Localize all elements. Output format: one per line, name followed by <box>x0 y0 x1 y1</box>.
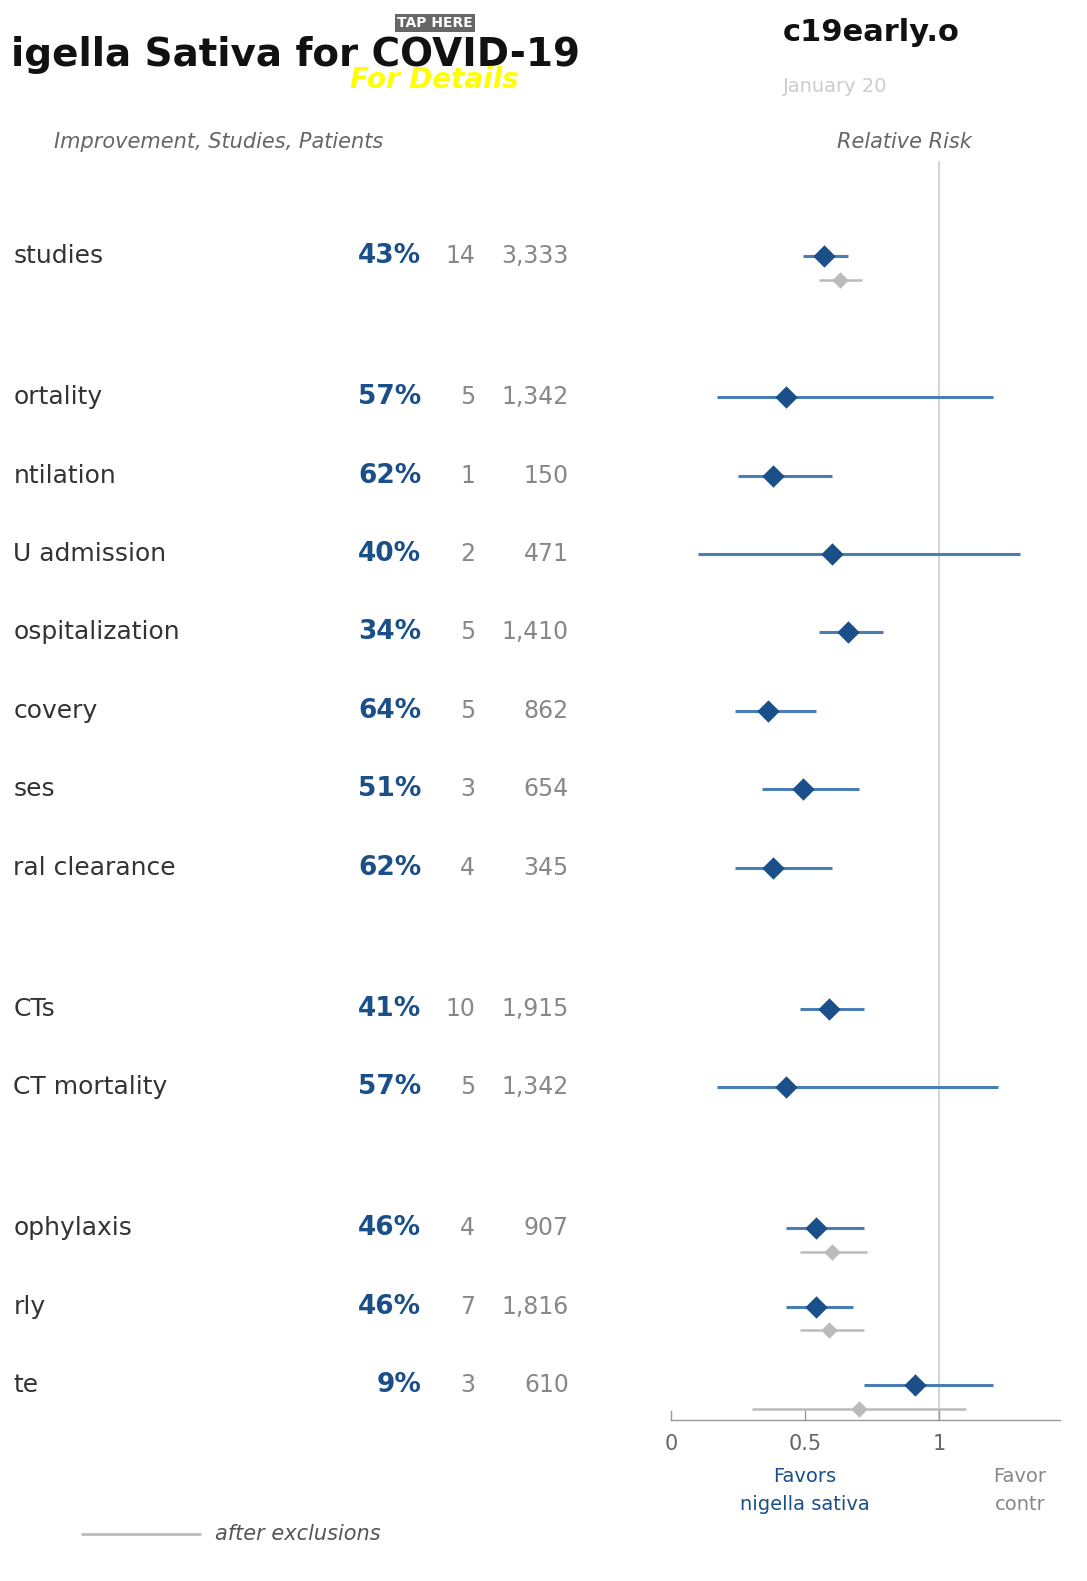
Text: 3: 3 <box>460 778 475 802</box>
Text: 2: 2 <box>460 542 475 566</box>
Text: 3: 3 <box>460 1372 475 1398</box>
Text: Favors: Favors <box>774 1467 837 1486</box>
Text: 471: 471 <box>524 542 569 566</box>
Point <box>764 463 782 489</box>
Text: ral clearance: ral clearance <box>13 855 176 879</box>
Text: 5: 5 <box>460 699 475 723</box>
Text: 10: 10 <box>446 996 475 1021</box>
Text: 4: 4 <box>460 855 475 879</box>
Text: ntilation: ntilation <box>13 463 116 487</box>
Text: 345: 345 <box>524 855 569 879</box>
Text: For Details: For Details <box>350 66 520 95</box>
Text: 907: 907 <box>524 1216 569 1240</box>
Point <box>777 384 795 409</box>
Point <box>850 1396 867 1421</box>
Text: c19early.o: c19early.o <box>783 17 960 47</box>
Text: Improvement, Studies, Patients: Improvement, Studies, Patients <box>53 133 383 152</box>
Text: 64%: 64% <box>359 697 422 724</box>
Text: 41%: 41% <box>358 996 422 1021</box>
Text: U admission: U admission <box>13 542 166 566</box>
Text: 40%: 40% <box>359 541 422 568</box>
Text: 1,816: 1,816 <box>502 1295 569 1319</box>
Text: CT mortality: CT mortality <box>13 1075 167 1099</box>
Text: 4: 4 <box>460 1216 475 1240</box>
Text: 862: 862 <box>524 699 569 723</box>
Point <box>777 1075 795 1100</box>
Text: 1: 1 <box>460 463 475 487</box>
Text: January 20: January 20 <box>783 77 887 96</box>
Text: 654: 654 <box>524 778 569 802</box>
Text: TAP HERE: TAP HERE <box>397 16 473 30</box>
Point <box>794 776 811 802</box>
Point <box>821 1317 838 1342</box>
Text: 62%: 62% <box>358 855 422 881</box>
Text: 62%: 62% <box>358 463 422 489</box>
Text: 46%: 46% <box>359 1293 422 1320</box>
Text: ortality: ortality <box>13 386 102 409</box>
Text: after exclusions: after exclusions <box>215 1524 380 1545</box>
Text: rly: rly <box>13 1295 46 1319</box>
Text: ses: ses <box>13 778 55 802</box>
Point <box>764 855 782 881</box>
Text: CTs: CTs <box>13 996 55 1021</box>
Text: contr: contr <box>995 1494 1046 1513</box>
Text: nigella sativa: nigella sativa <box>740 1494 870 1513</box>
Text: 5: 5 <box>460 386 475 409</box>
Text: ophylaxis: ophylaxis <box>13 1216 133 1240</box>
Text: 57%: 57% <box>358 384 422 409</box>
Text: te: te <box>13 1372 38 1398</box>
Point <box>823 541 840 566</box>
Text: Relative Risk: Relative Risk <box>837 133 972 152</box>
Text: 3,333: 3,333 <box>501 243 569 269</box>
Text: 1,410: 1,410 <box>502 620 569 645</box>
Text: 1,342: 1,342 <box>502 386 569 409</box>
Point <box>823 1240 840 1265</box>
Text: 7: 7 <box>460 1295 475 1319</box>
Text: 14: 14 <box>446 243 475 269</box>
Point <box>759 699 776 724</box>
Text: 5: 5 <box>460 620 475 645</box>
Text: 9%: 9% <box>376 1372 422 1398</box>
Text: 150: 150 <box>524 463 569 487</box>
Text: 610: 610 <box>524 1372 569 1398</box>
Text: ospitalization: ospitalization <box>13 620 180 645</box>
Point <box>832 267 849 292</box>
Text: 34%: 34% <box>359 620 422 645</box>
Text: 57%: 57% <box>358 1073 422 1100</box>
Point <box>808 1293 825 1319</box>
Text: 43%: 43% <box>359 243 422 269</box>
Point <box>839 620 857 645</box>
Text: 1,915: 1,915 <box>501 996 569 1021</box>
Text: 46%: 46% <box>359 1216 422 1241</box>
Text: 5: 5 <box>460 1075 475 1099</box>
Text: 0: 0 <box>664 1434 677 1455</box>
Text: studies: studies <box>13 243 103 269</box>
Text: Favor: Favor <box>994 1467 1047 1486</box>
Text: 1,342: 1,342 <box>502 1075 569 1099</box>
Text: igella Sativa for COVID-19: igella Sativa for COVID-19 <box>11 36 579 74</box>
Point <box>815 243 833 269</box>
Text: 1: 1 <box>933 1434 946 1455</box>
Point <box>907 1372 924 1398</box>
Text: covery: covery <box>13 699 98 723</box>
Text: 51%: 51% <box>358 776 422 802</box>
Point <box>821 996 838 1021</box>
Text: 0.5: 0.5 <box>789 1434 822 1455</box>
Point <box>808 1216 825 1241</box>
